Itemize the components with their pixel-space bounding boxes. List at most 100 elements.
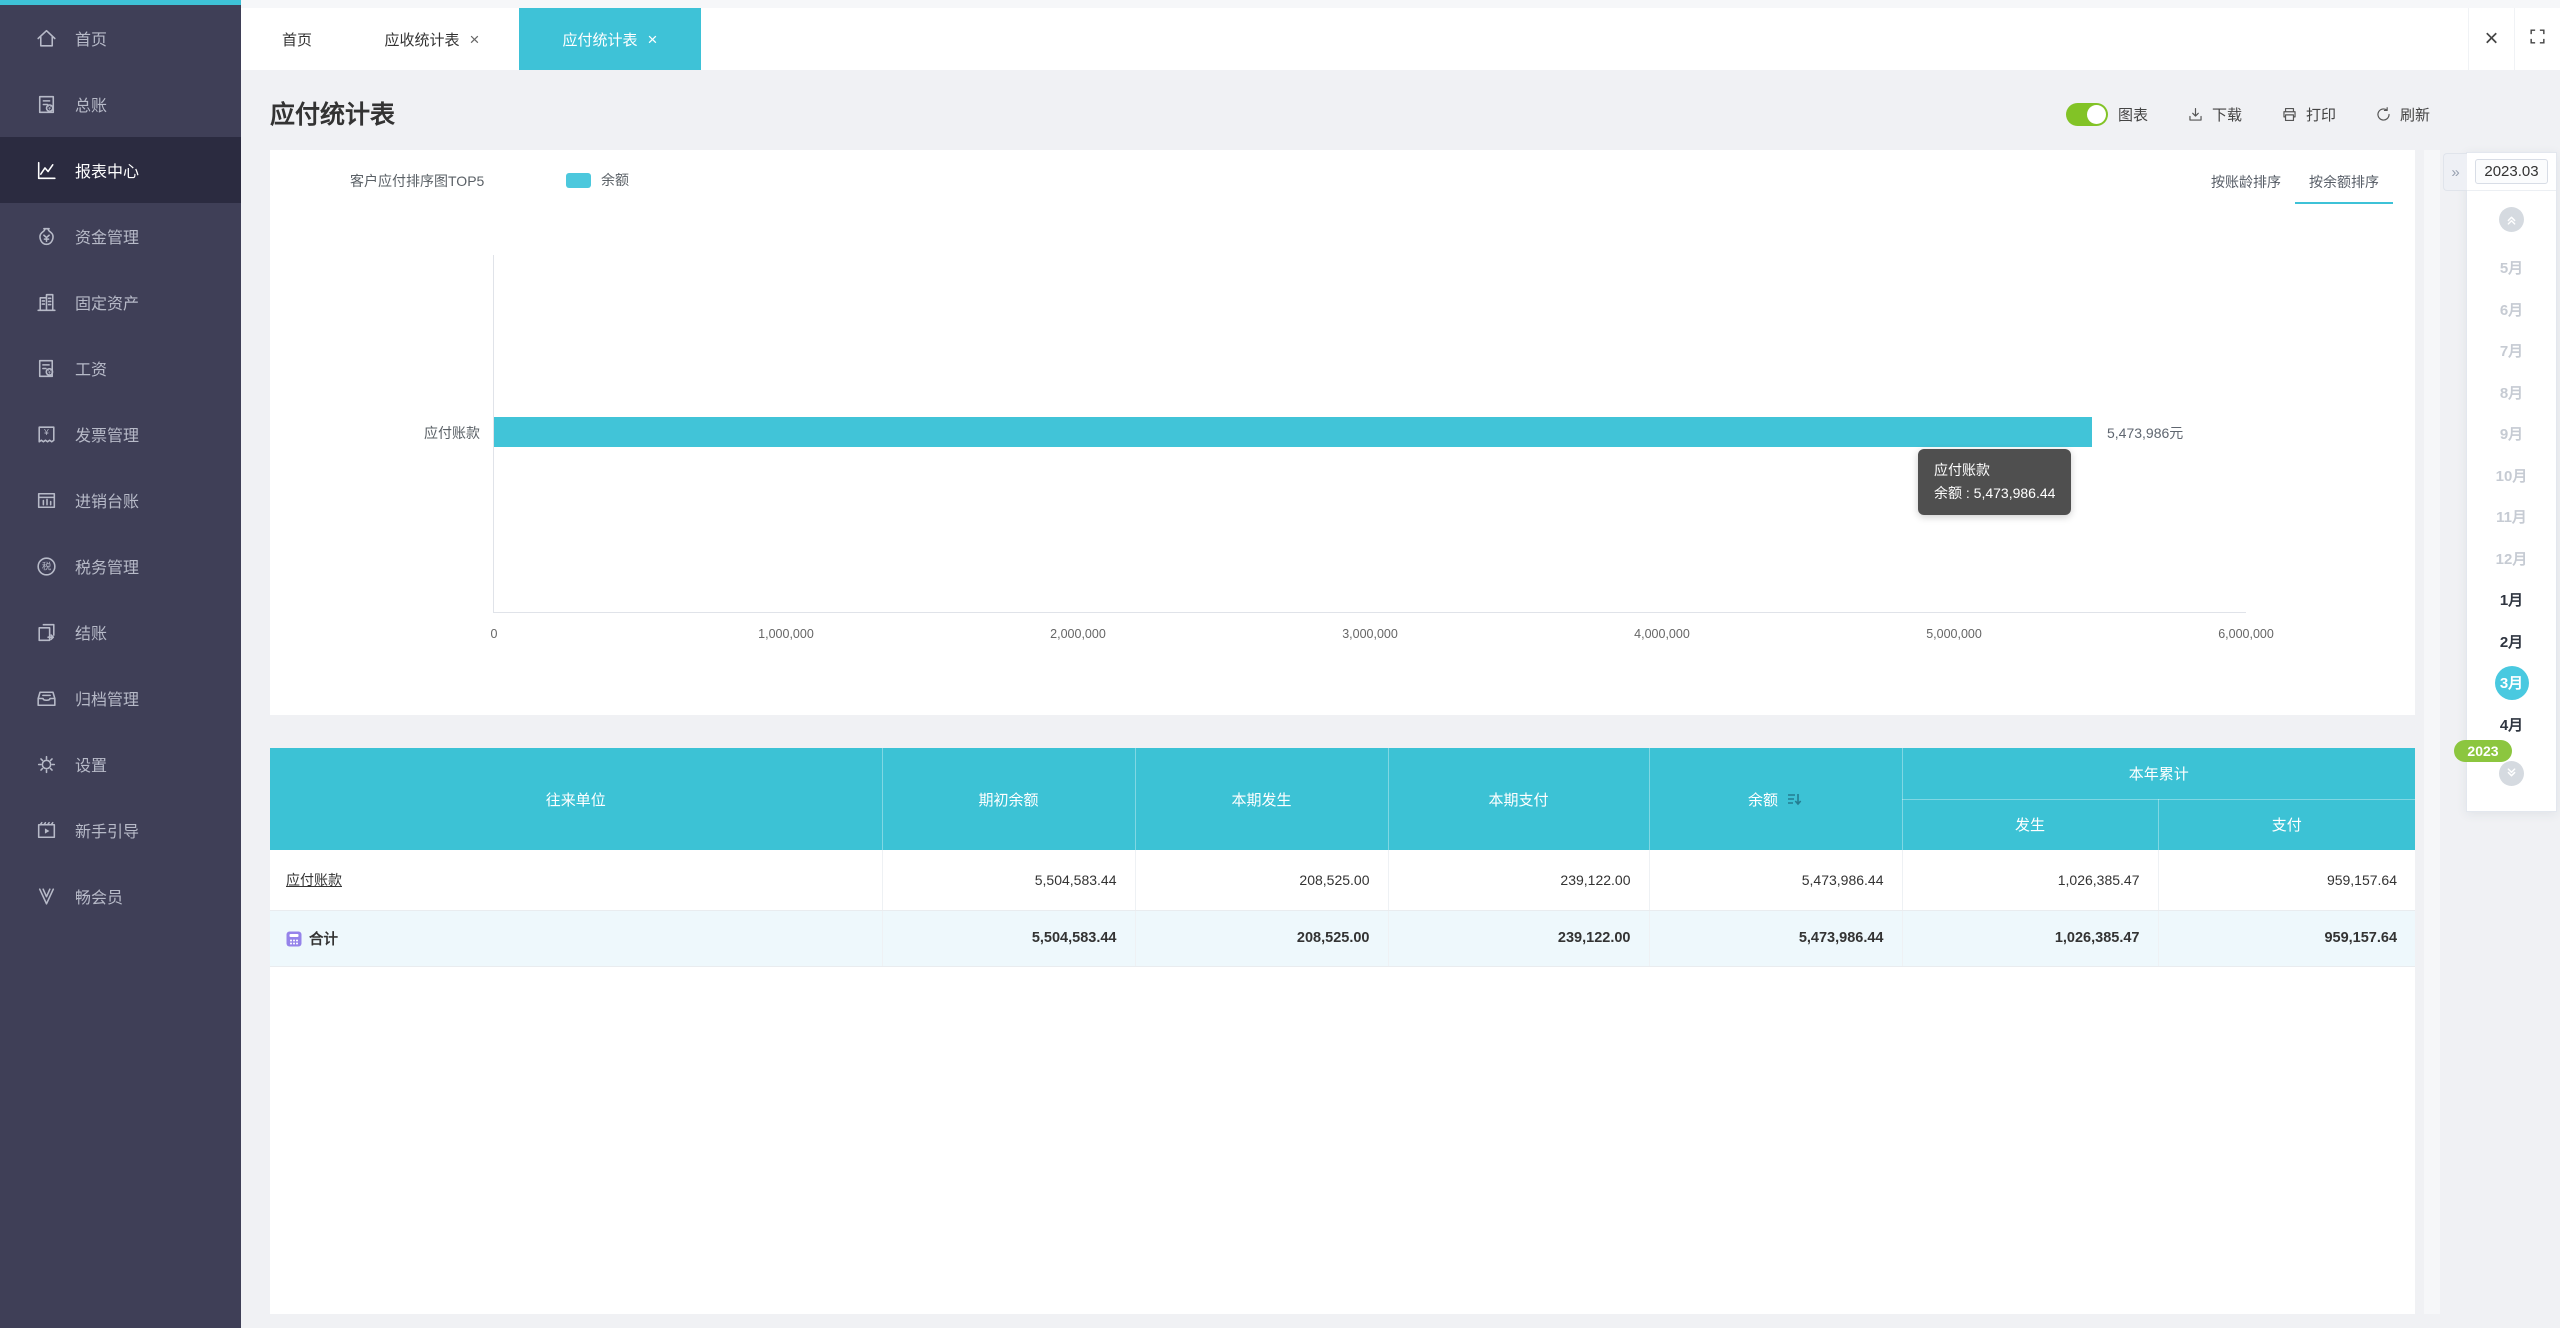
tab-receivable-stats[interactable]: 应收统计表 × <box>353 8 511 70</box>
chart-toggle-group: 图表 <box>2065 102 2148 126</box>
trade-ledger-icon <box>33 487 59 513</box>
payable-table: 往来单位 期初余额 本期发生 本期支付 余额 本年累计 <box>270 748 2416 967</box>
sidebar-item-salary[interactable]: ¥ 工资 <box>0 335 241 401</box>
tooltip-title: 应付账款 <box>1934 462 1990 478</box>
print-button[interactable]: 打印 <box>2280 104 2336 125</box>
archive-icon <box>33 685 59 711</box>
sort-links: 按账龄排序 按余额排序 <box>2197 170 2393 204</box>
unit-cell: 应付账款 <box>270 850 883 911</box>
tab-bar: 首页 应收统计表 × 应付统计表 × × <box>241 0 2560 70</box>
balance-bar[interactable] <box>494 417 2093 447</box>
tax-icon: 税 <box>33 553 59 579</box>
fullscreen-icon <box>2528 27 2547 51</box>
close-window-button[interactable]: × <box>2468 8 2514 70</box>
month-item-m6: 6月 <box>2499 301 2524 319</box>
sidebar-item-invoice-mgmt[interactable]: ¥ 发票管理 <box>0 401 241 467</box>
action-label: 下载 <box>2211 106 2242 124</box>
home-icon <box>33 25 59 51</box>
unit-link[interactable]: 应付账款 <box>286 871 342 888</box>
tab-label: 应付统计表 <box>562 31 638 49</box>
total-value-cell: 5,473,986.44 <box>1649 910 1903 967</box>
month-item-m4[interactable]: 4月 <box>2499 716 2524 734</box>
collapse-panel-button[interactable]: » <box>2443 153 2467 191</box>
sort-descending-icon[interactable] <box>1786 791 1803 808</box>
legend-swatch <box>566 172 591 188</box>
sidebar-item-closing[interactable]: 结账 <box>0 599 241 665</box>
action-label: 打印 <box>2305 106 2336 124</box>
sidebar-item-fixed-assets[interactable]: 固定资产 <box>0 269 241 335</box>
total-value-cell: 5,504,583.44 <box>882 910 1136 967</box>
double-chevron-right-icon: » <box>2451 163 2460 181</box>
sidebar-item-general-ledger[interactable]: ¥ 总账 <box>0 71 241 137</box>
sidebar-item-archive-mgmt[interactable]: 归档管理 <box>0 665 241 731</box>
scroll-months-up-button[interactable] <box>2499 191 2524 247</box>
scroll-months-down-button[interactable] <box>2499 745 2524 801</box>
tab-label: 首页 <box>281 31 312 49</box>
sidebar-item-label: 总账 <box>75 98 108 115</box>
value-cell: 208,525.00 <box>1135 850 1389 911</box>
download-icon <box>2186 105 2205 124</box>
value-cell: 239,122.00 <box>1388 850 1650 911</box>
sidebar-item-label: 畅会员 <box>75 890 124 907</box>
download-button[interactable]: 下载 <box>2186 104 2242 125</box>
col-header-current-paid: 本期支付 <box>1388 748 1650 850</box>
sidebar-item-label: 首页 <box>75 32 108 49</box>
total-value-cell: 959,157.64 <box>2158 910 2416 967</box>
fullscreen-button[interactable] <box>2514 8 2560 70</box>
tab-close-icon[interactable]: × <box>469 29 480 49</box>
total-value-cell: 208,525.00 <box>1135 910 1389 967</box>
chart-legend[interactable]: 余额 <box>566 170 629 190</box>
tab-payable-stats[interactable]: 应付统计表 × <box>519 8 701 70</box>
sidebar-item-report-center[interactable]: 报表中心 <box>0 137 241 203</box>
value-cell: 5,473,986.44 <box>1649 850 1903 911</box>
sidebar-menu: 首页 ¥ 总账 报表中心资金管理固定资产 ¥ 工资 ¥ 发票管理 进销台账税 税务管理结账归档管理… <box>0 5 241 929</box>
sort-link-by-balance[interactable]: 按余额排序 <box>2295 170 2393 204</box>
close-icon: × <box>2484 25 2499 52</box>
month-panel: » 2023.03 5月 6月 7月 8月 9月 10月 11月 12月 1月 2月 3月 4月 20… <box>2443 152 2557 812</box>
sidebar-item-settings[interactable]: 设置 <box>0 731 241 797</box>
sort-link-by-aging[interactable]: 按账龄排序 <box>2211 174 2281 190</box>
money-bag-icon <box>33 223 59 249</box>
sidebar-item-fund-mgmt[interactable]: 资金管理 <box>0 203 241 269</box>
building-icon <box>33 289 59 315</box>
balance-header-label: 余额 <box>1747 791 1778 809</box>
print-icon <box>2280 105 2299 124</box>
chart-tooltip: 应付账款 余额 : 5,473,986.44 <box>1918 449 2072 516</box>
month-item-m8: 8月 <box>2499 384 2524 402</box>
col-header-balance[interactable]: 余额 <box>1649 748 1903 850</box>
col-header-opening-balance: 期初余额 <box>882 748 1136 850</box>
toggle-knob <box>2086 104 2106 124</box>
month-item-m3[interactable]: 3月 <box>2494 662 2529 704</box>
month-item-m7: 7月 <box>2499 343 2524 361</box>
month-list: 5月 6月 7月 8月 9月 10月 11月 12月 1月 2月 3月 4月 <box>2467 191 2556 801</box>
sidebar-item-home[interactable]: 首页 <box>0 5 241 71</box>
chart-toggle[interactable] <box>2065 102 2108 126</box>
total-calc-icon <box>286 931 302 947</box>
value-cell: 1,026,385.47 <box>1902 850 2159 911</box>
current-period-value[interactable]: 2023.03 <box>2475 159 2548 184</box>
month-item-m2[interactable]: 2月 <box>2499 633 2524 651</box>
total-value-cell: 1,026,385.47 <box>1902 910 2159 967</box>
toolbar: 图表 下载 打印 刷新 <box>2065 100 2430 128</box>
x-axis-tick: 0 <box>490 627 498 641</box>
tab-label: 应收统计表 <box>384 31 460 49</box>
month-item-m1[interactable]: 1月 <box>2499 592 2524 610</box>
sidebar-item-label: 结账 <box>75 626 108 643</box>
sidebar-top-accent-strip <box>0 0 241 5</box>
month-item-m11: 11月 <box>2496 509 2527 527</box>
tab-home[interactable]: 首页 <box>241 8 353 70</box>
sidebar-item-label: 归档管理 <box>75 692 140 709</box>
sidebar-item-beginner-guide[interactable]: 新手引导 <box>0 797 241 863</box>
sidebar-item-member[interactable]: 畅会员 <box>0 863 241 929</box>
table-body: 应付账款 5,504,583.44 208,525.00 239,122.00 5,47… <box>270 850 2416 967</box>
refresh-button[interactable]: 刷新 <box>2374 104 2430 125</box>
sidebar-item-label: 资金管理 <box>75 230 140 247</box>
sidebar-item-trade-ledger[interactable]: 进销台账 <box>0 467 241 533</box>
chart-category-label: 应付账款 <box>424 425 480 441</box>
scrollbar-track[interactable] <box>2424 150 2440 1314</box>
closing-icon <box>33 619 59 645</box>
double-chevron-down-icon <box>2499 760 2524 786</box>
tab-close-icon[interactable]: × <box>647 29 658 49</box>
tooltip-value: 余额 : 5,473,986.44 <box>1934 485 2056 502</box>
sidebar-item-tax-mgmt[interactable]: 税 税务管理 <box>0 533 241 599</box>
